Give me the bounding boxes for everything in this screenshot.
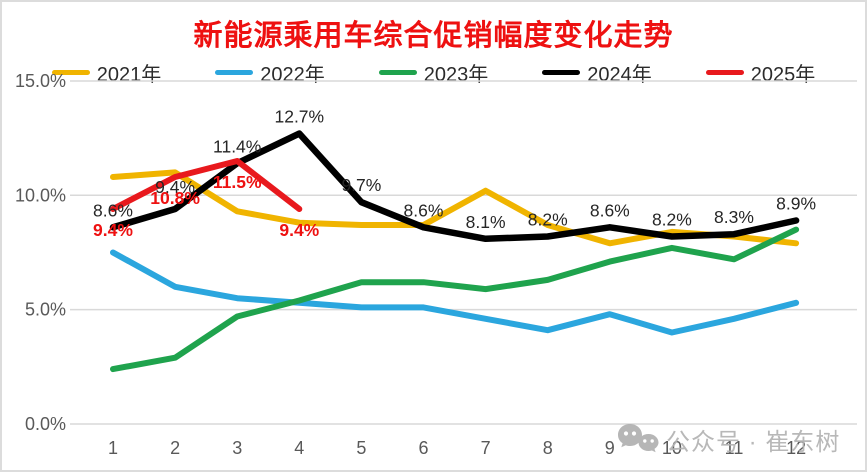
data-label-2024年-m12: 8.9% <box>776 193 816 213</box>
data-label-2024年-m8: 8.2% <box>528 209 568 229</box>
x-tick-label-8: 8 <box>543 438 553 458</box>
data-label-2024年-m6: 8.6% <box>404 200 444 220</box>
data-label-2025年-m1: 9.4% <box>93 220 133 240</box>
data-label-2024年-m7: 8.1% <box>466 212 506 232</box>
legend-swatch <box>51 70 90 75</box>
wechat-icon <box>618 423 659 452</box>
data-label-2024年-m4: 12.7% <box>274 107 324 127</box>
legend-swatch <box>542 70 581 75</box>
data-label-2024年-m9: 8.6% <box>590 200 630 220</box>
data-label-2024年-m10: 8.2% <box>652 209 692 229</box>
x-tick-label-11: 11 <box>725 438 744 458</box>
series-line-2021年 <box>110 169 800 247</box>
series-line-2022年 <box>110 249 800 336</box>
data-label-2024年-m1: 8.6% <box>93 200 133 220</box>
watermark-text: 公众号 · 崔东树 <box>666 429 841 456</box>
series-line-2025年 <box>110 158 303 212</box>
x-tick-label-9: 9 <box>605 438 615 458</box>
data-label-2024年-m11: 8.3% <box>714 207 754 227</box>
data-label-2024年-m5: 9.7% <box>341 175 381 195</box>
x-tick-label-1: 1 <box>108 438 118 458</box>
chart-title: 新能源乘用车综合促销幅度变化走势 <box>193 20 674 52</box>
x-tick-label-2: 2 <box>170 438 180 458</box>
x-tick-label-4: 4 <box>294 438 304 458</box>
series-line-2023年 <box>110 226 800 373</box>
x-tick-label-12: 12 <box>786 438 806 458</box>
x-tick-label-7: 7 <box>481 438 491 458</box>
x-tick-label-5: 5 <box>356 438 366 458</box>
series-line-2024年 <box>109 130 800 243</box>
y-tick-label: 10.0% <box>15 185 66 205</box>
data-label-2025年-m4: 9.4% <box>279 220 319 240</box>
x-tick-label-10: 10 <box>662 438 682 458</box>
watermark: 公众号 · 崔东树 <box>617 422 840 457</box>
legend-swatch <box>215 70 254 75</box>
data-label-2025年-m2: 10.8% <box>150 188 200 208</box>
x-tick-label-3: 3 <box>232 438 242 458</box>
y-tick-label: 5.0% <box>25 300 66 320</box>
y-tick-label: 15.0% <box>15 71 66 91</box>
y-tick-label: 0.0% <box>25 414 66 434</box>
data-label-2024年-m3: 11.4% <box>213 136 261 156</box>
data-label-2024年-m2: 9.4% <box>155 177 195 197</box>
legend-swatch <box>378 70 417 75</box>
x-tick-label-6: 6 <box>418 438 428 458</box>
data-label-2025年-m3: 11.5% <box>213 172 262 192</box>
legend-swatch <box>705 70 744 75</box>
